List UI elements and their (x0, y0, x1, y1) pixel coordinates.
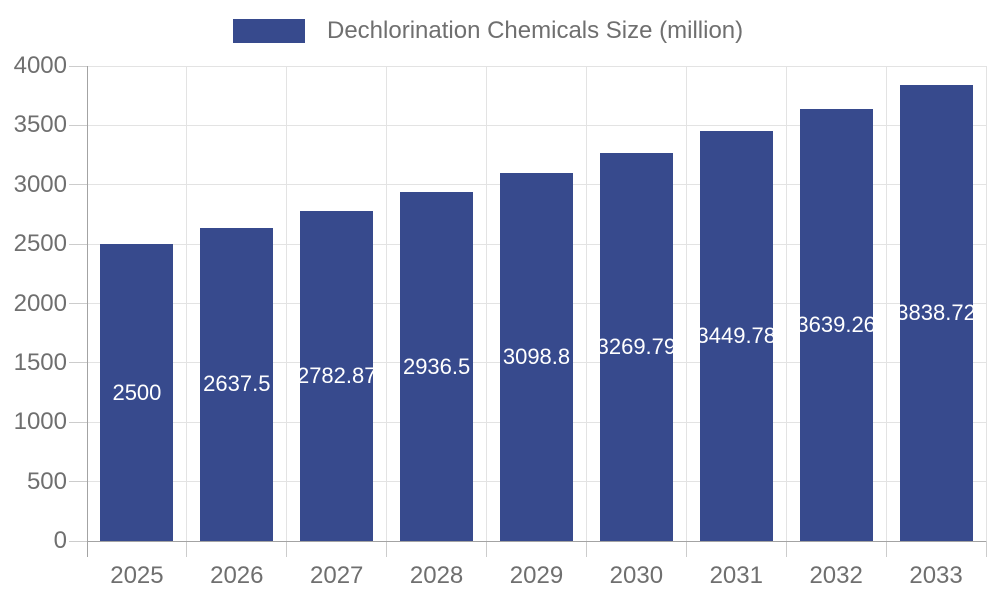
bar-value-label: 3098.8 (502, 344, 571, 369)
y-tick-mark (69, 184, 87, 186)
v-gridline (985, 66, 987, 541)
bar-2032: 3639.26 (799, 108, 873, 541)
y-tick-label: 2500 (13, 230, 67, 258)
y-tick-mark (69, 481, 87, 483)
y-tick-label: 3500 (13, 111, 67, 139)
bar-2030: 3269.79 (599, 152, 673, 541)
bar-2025: 2500 (100, 244, 174, 541)
x-tick-mark (685, 541, 687, 557)
bar-value-label: 2936.5 (402, 353, 471, 379)
y-tick-mark (69, 243, 87, 245)
bar-2028: 2936.5 (400, 192, 474, 541)
bar-value-label: 2637.5 (203, 371, 271, 397)
x-tick-label: 2031 (709, 562, 763, 589)
v-gridline (885, 66, 887, 541)
legend: Dechlorination Chemicals Size (million) (233, 17, 743, 45)
v-gridline (186, 66, 188, 541)
bar-2027: 2782.87 (300, 210, 374, 541)
y-tick-label: 4000 (13, 52, 67, 79)
x-tick-label: 2029 (509, 562, 564, 589)
y-tick-label: 500 (26, 467, 67, 495)
y-tick-mark (69, 362, 87, 364)
y-tick-label: 0 (53, 527, 67, 554)
x-tick-mark (885, 541, 887, 557)
v-gridline (585, 66, 587, 541)
x-tick-mark (785, 541, 787, 557)
h-gridline (87, 65, 986, 67)
x-tick-mark (585, 541, 587, 557)
y-tick-mark (69, 421, 87, 423)
bar-2033: 3838.72 (899, 85, 973, 541)
bar-value-label: 3639.26 (799, 311, 873, 337)
x-axis-line (87, 540, 986, 542)
bar-value-label: 2500 (112, 379, 162, 405)
x-tick-mark (486, 541, 488, 557)
legend-swatch (233, 19, 305, 43)
x-tick-mark (386, 541, 388, 557)
bar-2026: 2637.5 (200, 227, 274, 541)
x-tick-label: 2032 (809, 562, 863, 589)
x-tick-label: 2028 (409, 562, 464, 589)
y-tick-label: 2000 (13, 289, 67, 317)
v-gridline (386, 66, 388, 541)
v-gridline (486, 66, 488, 541)
bar-value-label: 3449.78 (699, 323, 773, 349)
x-tick-label: 2030 (609, 562, 664, 589)
bar-2031: 3449.78 (699, 131, 773, 541)
legend-label: Dechlorination Chemicals Size (million) (327, 17, 744, 44)
y-tick-label: 1000 (13, 408, 67, 436)
y-axis-line (86, 66, 88, 557)
x-tick-label: 2033 (909, 562, 963, 589)
x-tick-label: 2026 (210, 562, 264, 589)
x-tick-mark (286, 541, 288, 557)
x-tick-mark (985, 541, 987, 557)
x-tick-mark (186, 541, 188, 557)
x-tick-label: 2025 (110, 562, 164, 589)
bar-value-label: 2782.87 (300, 362, 374, 388)
y-tick-mark (69, 540, 87, 542)
h-gridline (87, 124, 986, 126)
y-tick-mark (69, 124, 87, 126)
y-tick-label: 1500 (13, 348, 67, 376)
v-gridline (785, 66, 787, 541)
bar-value-label: 3838.72 (899, 300, 973, 326)
v-gridline (685, 66, 687, 541)
x-tick-label: 2027 (310, 562, 364, 589)
bar-value-label: 3269.79 (599, 333, 673, 359)
y-tick-label: 3000 (13, 170, 67, 198)
y-tick-mark (69, 303, 87, 304)
y-tick-mark (69, 65, 87, 67)
v-gridline (286, 66, 288, 541)
bar-2029: 3098.8 (500, 173, 573, 541)
